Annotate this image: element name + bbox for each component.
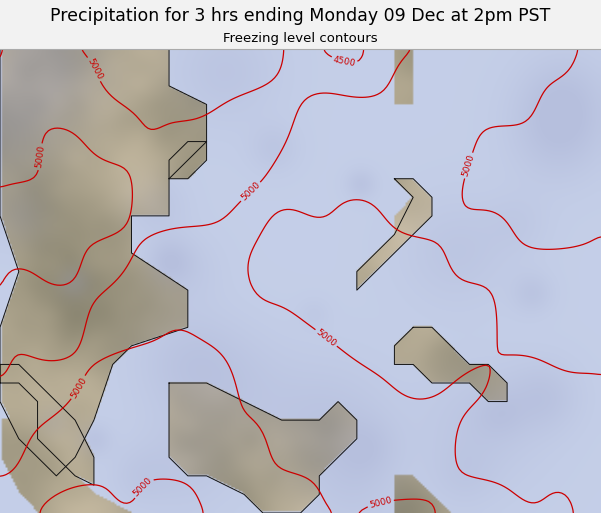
Text: 5000: 5000 [69,375,88,400]
Text: 5000: 5000 [131,476,154,498]
Text: Freezing level contours: Freezing level contours [223,31,378,45]
Text: 5000: 5000 [34,145,46,169]
Text: 5000: 5000 [85,57,104,82]
Text: 4500: 4500 [332,55,356,68]
Text: 5000: 5000 [461,153,476,178]
Text: 5000: 5000 [314,327,338,348]
Text: 5000: 5000 [239,181,262,203]
Text: Precipitation for 3 hrs ending Monday 09 Dec at 2pm PST: Precipitation for 3 hrs ending Monday 09… [50,7,551,25]
Text: 5000: 5000 [368,496,393,510]
